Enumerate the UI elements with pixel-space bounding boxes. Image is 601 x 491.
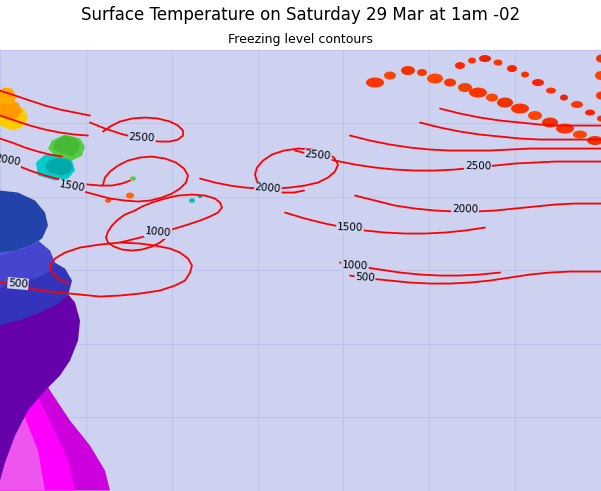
Ellipse shape bbox=[587, 136, 601, 145]
Ellipse shape bbox=[521, 72, 529, 78]
Text: 500: 500 bbox=[355, 272, 375, 283]
Ellipse shape bbox=[427, 74, 443, 83]
Ellipse shape bbox=[384, 72, 396, 80]
Text: Surface Temperature on Saturday 29 Mar at 1am -02: Surface Temperature on Saturday 29 Mar a… bbox=[81, 6, 520, 24]
Polygon shape bbox=[45, 158, 73, 176]
Ellipse shape bbox=[126, 192, 134, 198]
Text: 2500: 2500 bbox=[305, 149, 332, 162]
Text: 1000: 1000 bbox=[342, 260, 368, 271]
Text: 2500: 2500 bbox=[465, 162, 491, 172]
Text: Freezing level contours: Freezing level contours bbox=[228, 33, 373, 46]
Text: 2500: 2500 bbox=[129, 132, 156, 143]
Polygon shape bbox=[0, 101, 22, 121]
Ellipse shape bbox=[417, 69, 427, 76]
Text: 2000: 2000 bbox=[255, 183, 281, 194]
Ellipse shape bbox=[130, 176, 136, 181]
Ellipse shape bbox=[528, 111, 542, 120]
Ellipse shape bbox=[507, 65, 517, 72]
Ellipse shape bbox=[532, 79, 544, 86]
Ellipse shape bbox=[560, 95, 568, 101]
Polygon shape bbox=[0, 87, 16, 106]
Polygon shape bbox=[36, 154, 75, 181]
Ellipse shape bbox=[493, 59, 502, 66]
Polygon shape bbox=[48, 135, 85, 161]
Ellipse shape bbox=[546, 87, 556, 94]
Polygon shape bbox=[0, 191, 48, 252]
Ellipse shape bbox=[556, 124, 574, 134]
Polygon shape bbox=[0, 200, 45, 255]
Polygon shape bbox=[0, 330, 45, 491]
Ellipse shape bbox=[105, 198, 111, 203]
Polygon shape bbox=[0, 271, 110, 491]
Ellipse shape bbox=[401, 66, 415, 75]
Ellipse shape bbox=[571, 101, 583, 108]
Text: 2000: 2000 bbox=[0, 153, 22, 168]
Polygon shape bbox=[0, 271, 80, 481]
Polygon shape bbox=[0, 250, 72, 326]
Ellipse shape bbox=[444, 79, 456, 86]
Ellipse shape bbox=[469, 87, 487, 98]
Ellipse shape bbox=[596, 55, 601, 62]
Text: 500: 500 bbox=[8, 278, 28, 289]
Ellipse shape bbox=[573, 131, 587, 138]
Ellipse shape bbox=[468, 57, 476, 63]
Ellipse shape bbox=[458, 83, 472, 92]
Polygon shape bbox=[0, 106, 28, 131]
Ellipse shape bbox=[366, 78, 384, 87]
Ellipse shape bbox=[542, 117, 558, 128]
Ellipse shape bbox=[455, 62, 465, 69]
Ellipse shape bbox=[479, 55, 491, 62]
Ellipse shape bbox=[198, 195, 202, 198]
Ellipse shape bbox=[596, 91, 601, 100]
Ellipse shape bbox=[595, 71, 601, 80]
Ellipse shape bbox=[585, 109, 595, 115]
Text: 1500: 1500 bbox=[337, 222, 363, 233]
Ellipse shape bbox=[511, 104, 529, 113]
Ellipse shape bbox=[597, 115, 601, 122]
Polygon shape bbox=[0, 286, 75, 491]
Ellipse shape bbox=[497, 98, 513, 108]
Ellipse shape bbox=[486, 94, 498, 102]
Ellipse shape bbox=[189, 198, 195, 203]
Text: 2000: 2000 bbox=[452, 204, 478, 215]
Polygon shape bbox=[0, 231, 55, 289]
Text: 1500: 1500 bbox=[58, 179, 86, 194]
Text: 1000: 1000 bbox=[145, 226, 171, 239]
Polygon shape bbox=[53, 136, 80, 157]
